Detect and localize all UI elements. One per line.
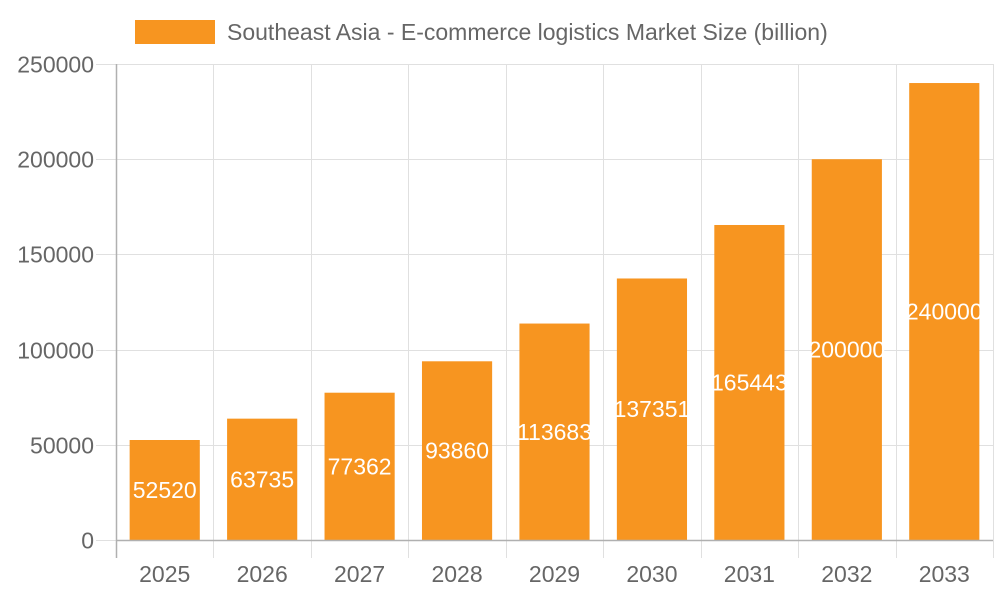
bar-value-label: 137351 [614, 396, 691, 422]
chart-legend: Southeast Asia - E-commerce logistics Ma… [0, 18, 1000, 46]
x-tick-label: 2030 [626, 561, 677, 587]
bar-value-label: 63735 [230, 466, 294, 492]
x-tick-label: 2033 [919, 561, 970, 587]
legend-label[interactable]: Southeast Asia - E-commerce logistics Ma… [227, 19, 828, 45]
x-tick-label: 2025 [139, 561, 190, 587]
y-axis-ticks: 0 50000 100000 150000 200000 250000 [17, 52, 94, 554]
bar-value-label: 77362 [328, 453, 392, 479]
bar-2028[interactable] [421, 361, 493, 540]
bar-2025[interactable] [129, 440, 200, 540]
axes [115, 64, 993, 558]
legend-swatch[interactable] [135, 20, 215, 44]
x-tick-label: 2031 [724, 561, 775, 587]
bar-2027[interactable] [324, 392, 395, 540]
bar-value-label: 52520 [133, 477, 197, 503]
bar-value-label: 240000 [906, 299, 983, 325]
bar-value-label: 200000 [808, 337, 885, 363]
y-tick-label: 0 [81, 528, 94, 554]
y-tick-label: 50000 [30, 433, 94, 459]
bar-value-labels: 52520 63735 77362 93860 113683 137351 165443 20… [133, 299, 983, 503]
y-tick-label: 250000 [17, 52, 94, 78]
y-tick-label: 150000 [17, 242, 94, 268]
bar-2033[interactable] [909, 83, 980, 540]
x-tick-label: 2028 [431, 561, 482, 587]
bar-2026[interactable] [227, 418, 298, 540]
y-tick-label: 200000 [17, 147, 94, 173]
bar-value-label: 165443 [711, 369, 788, 395]
x-tick-label: 2029 [529, 561, 580, 587]
bar-2031[interactable] [714, 224, 785, 540]
bar-2032[interactable] [811, 159, 882, 540]
bar-value-label: 93860 [425, 438, 489, 464]
x-tick-label: 2026 [237, 561, 288, 587]
bar-value-label: 113683 [517, 419, 592, 445]
x-tick-label: 2027 [334, 561, 385, 587]
x-tick-label: 2032 [821, 561, 872, 587]
y-tick-label: 100000 [17, 338, 94, 364]
bars [129, 83, 980, 540]
bar-2030[interactable] [616, 278, 688, 540]
x-axis-ticks: 2025 2026 2027 2028 2029 2030 2031 2032 2033 [139, 561, 970, 587]
bar-2029[interactable] [519, 323, 590, 540]
